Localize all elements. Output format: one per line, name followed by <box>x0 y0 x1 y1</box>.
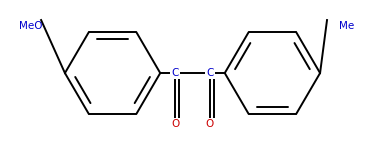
Text: O: O <box>206 119 214 129</box>
Text: C: C <box>171 68 179 78</box>
Text: Me: Me <box>339 21 354 31</box>
Text: MeO: MeO <box>19 21 43 31</box>
Text: O: O <box>171 119 179 129</box>
Text: C: C <box>206 68 214 78</box>
